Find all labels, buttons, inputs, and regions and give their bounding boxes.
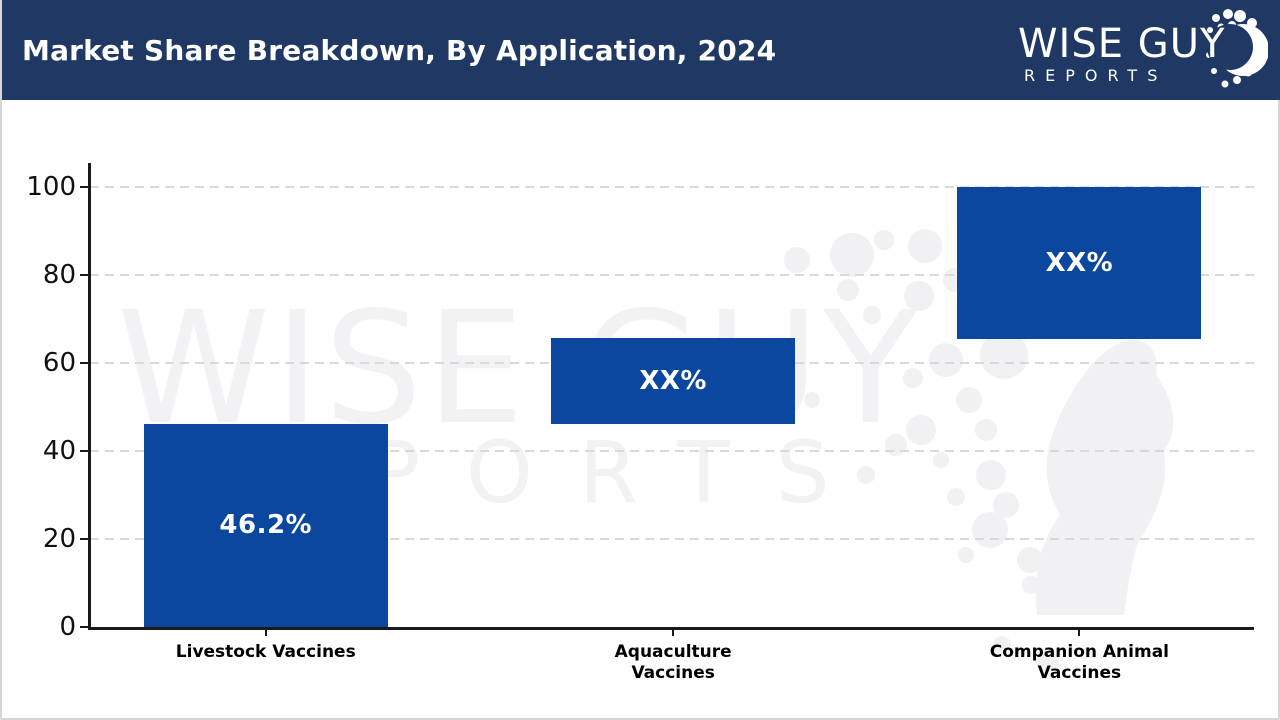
y-gridline	[90, 450, 1254, 452]
y-axis-tick-label: 0	[59, 612, 76, 642]
y-axis-tick-mark	[80, 274, 90, 276]
y-axis-tick-mark	[80, 450, 90, 452]
y-axis-tick-label: 40	[42, 436, 76, 466]
bar-value-label: 46.2%	[219, 510, 313, 541]
bar-companion-animal-vaccines: XX%	[957, 187, 1202, 340]
logo-brand-subtext: REPORTS	[1024, 66, 1167, 85]
y-axis-tick-label: 100	[26, 172, 76, 202]
waterfall-chart: WISE GUY REPORTS 0 20 40 60 80 100 46.2% Livest…	[2, 100, 1280, 720]
chart-title: Market Share Breakdown, By Application, …	[22, 33, 777, 67]
x-axis-category-line: Vaccines	[1037, 663, 1122, 683]
y-gridline	[90, 538, 1254, 540]
x-axis-category-line: Aquaculture	[614, 642, 732, 662]
x-axis-category-line: Companion Animal	[989, 642, 1170, 662]
y-axis-spine	[88, 163, 91, 629]
watermark-face-profile-icon	[1035, 339, 1174, 615]
x-axis-tick-mark	[672, 627, 675, 636]
bar-aquaculture-vaccines: XX%	[551, 338, 796, 424]
x-axis-tick-mark	[1078, 627, 1081, 636]
y-axis-tick-label: 20	[42, 524, 76, 554]
x-axis-category-label: Aquaculture Vaccines	[513, 642, 833, 684]
logo-brand-text: WISE GUY	[1018, 21, 1225, 67]
x-axis-category-line: Vaccines	[631, 663, 715, 683]
y-axis-tick-mark	[80, 362, 90, 364]
y-axis-tick-label: 80	[42, 260, 76, 290]
bar-livestock-vaccines: 46.2%	[143, 423, 388, 627]
y-axis-tick-mark	[80, 626, 90, 628]
x-axis-category-label: Livestock Vaccines	[106, 642, 426, 663]
y-gridline	[90, 186, 1254, 188]
logo-face-profile-icon	[1207, 24, 1268, 76]
wise-guy-reports-logo: WISE GUY REPORTS	[1018, 9, 1268, 88]
y-axis-tick-mark	[80, 186, 90, 188]
header-bar: Market Share Breakdown, By Application, …	[2, 0, 1280, 100]
y-axis-tick-mark	[80, 538, 90, 540]
x-axis-spine	[88, 627, 1254, 630]
y-gridline	[90, 274, 1254, 276]
y-axis-tick-label: 60	[42, 348, 76, 378]
x-axis-category-label: Companion Animal Vaccines	[919, 642, 1239, 684]
x-axis-category-line: Livestock Vaccines	[175, 642, 356, 662]
bar-value-label: XX%	[1045, 248, 1114, 279]
x-axis-tick-mark	[264, 627, 267, 636]
bar-value-label: XX%	[639, 366, 707, 397]
